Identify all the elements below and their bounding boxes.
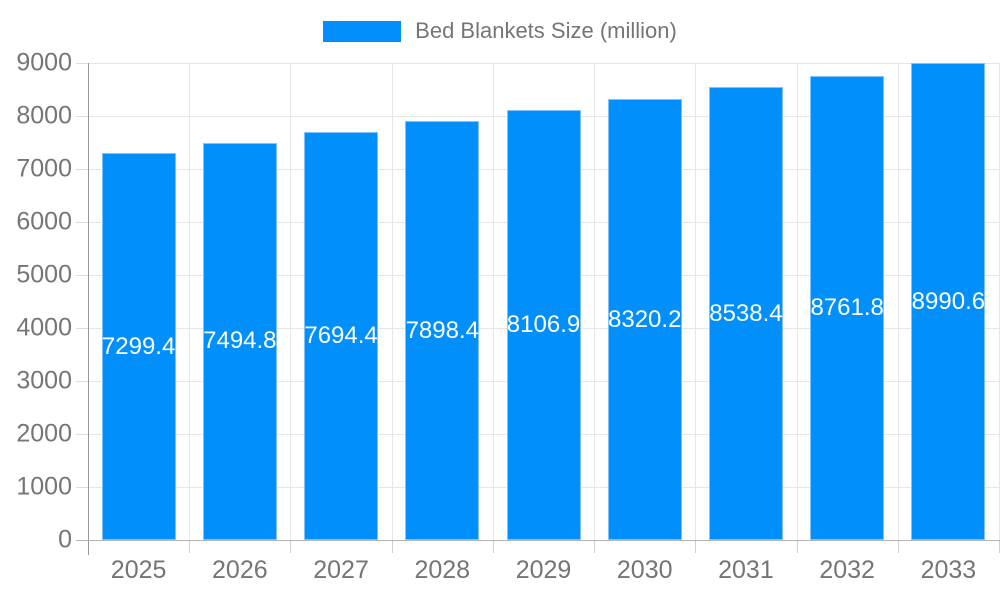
x-axis-label: 2030 <box>616 556 673 584</box>
legend-label: Bed Blankets Size (million) <box>415 18 677 43</box>
y-axis-label: 5000 <box>16 260 72 289</box>
x-gridline <box>493 63 494 540</box>
x-axis-label: 2027 <box>313 556 369 584</box>
y-axis-label: 9000 <box>16 48 72 77</box>
y-axis-label: 0 <box>58 525 72 554</box>
x-tick <box>797 540 798 553</box>
y-tick <box>76 169 88 170</box>
bar[interactable] <box>608 99 682 540</box>
y-axis-label: 4000 <box>16 313 72 342</box>
y-tick <box>76 275 88 276</box>
x-gridline <box>290 63 291 540</box>
y-tick <box>76 116 88 117</box>
bar[interactable] <box>709 87 783 540</box>
bar-value-label: 8106.9 <box>506 311 581 339</box>
y-tick <box>76 434 88 435</box>
x-gridline <box>898 63 899 540</box>
bar-value-label: 7898.4 <box>405 316 479 344</box>
bar[interactable] <box>203 142 277 540</box>
y-tick <box>76 381 88 382</box>
x-tick <box>392 540 393 553</box>
y-axis-label: 2000 <box>16 419 72 448</box>
x-tick <box>189 540 190 553</box>
bar-value-label: 7694.4 <box>304 322 378 350</box>
y-axis-line <box>88 63 89 555</box>
x-axis-label: 2026 <box>212 556 268 584</box>
x-axis-label: 2032 <box>819 556 875 584</box>
y-tick <box>76 328 88 329</box>
x-tick <box>594 540 595 553</box>
bar[interactable] <box>507 110 581 540</box>
x-gridline <box>594 63 595 540</box>
x-tick <box>898 540 899 553</box>
x-tick <box>290 540 291 553</box>
y-axis-label: 1000 <box>16 472 72 501</box>
x-axis-baseline <box>76 540 1000 541</box>
bar-value-label: 7494.8 <box>203 327 277 355</box>
x-tick <box>695 540 696 553</box>
bar-value-label: 8320.2 <box>608 305 682 333</box>
bar-value-label: 7299.4 <box>101 332 176 360</box>
y-gridline <box>88 63 1000 64</box>
bar[interactable] <box>405 121 479 540</box>
bar[interactable] <box>304 132 378 540</box>
y-tick <box>76 222 88 223</box>
x-gridline <box>797 63 798 540</box>
x-gridline <box>189 63 190 540</box>
x-axis-label: 2029 <box>515 556 572 584</box>
bar-value-label: 8761.8 <box>810 293 884 321</box>
bar[interactable] <box>911 63 985 540</box>
y-tick <box>76 487 88 488</box>
y-axis-label: 6000 <box>16 207 72 236</box>
bar[interactable] <box>102 153 176 540</box>
y-axis-label: 7000 <box>16 154 72 183</box>
x-axis-label: 2028 <box>414 556 471 584</box>
y-tick <box>76 63 88 64</box>
x-axis-label: 2025 <box>110 556 167 584</box>
legend-item[interactable]: Bed Blankets Size (million) <box>0 20 1000 42</box>
bar-value-label: 8538.4 <box>709 299 783 327</box>
x-tick <box>493 540 494 553</box>
bar-value-label: 8990.6 <box>911 287 986 315</box>
y-axis-label: 3000 <box>16 366 72 395</box>
x-axis-label: 2033 <box>920 556 977 584</box>
x-axis-label: 2031 <box>718 556 774 584</box>
x-gridline <box>695 63 696 540</box>
bar[interactable] <box>810 75 884 540</box>
legend-swatch <box>323 20 402 42</box>
x-gridline <box>392 63 393 540</box>
y-axis-label: 8000 <box>16 101 72 130</box>
